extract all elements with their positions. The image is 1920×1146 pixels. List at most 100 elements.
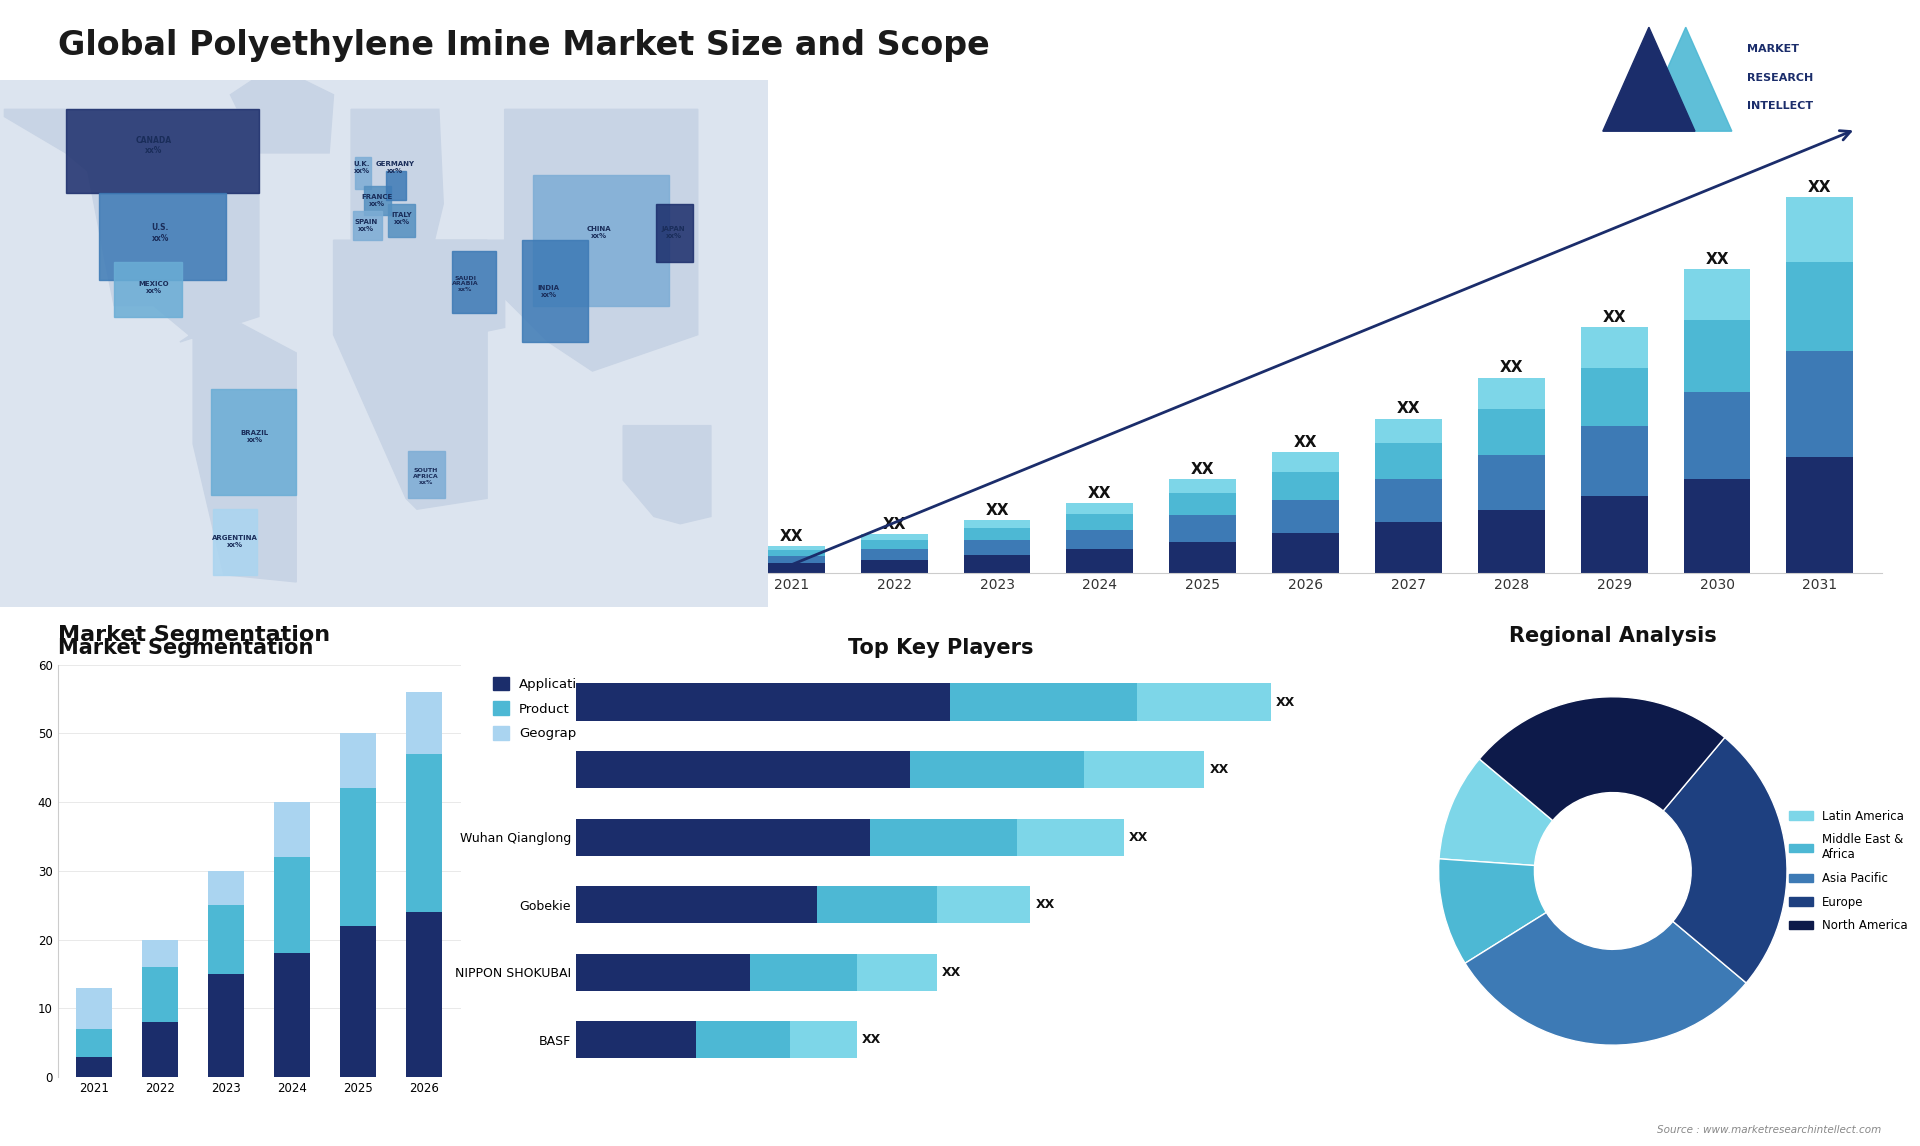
Polygon shape: [434, 241, 505, 335]
Bar: [1786, 351, 1853, 457]
Bar: [1580, 496, 1647, 573]
Text: FRANCE
xx%: FRANCE xx%: [361, 194, 394, 206]
Text: Market Segmentation: Market Segmentation: [58, 625, 330, 644]
Text: ARGENTINA
xx%: ARGENTINA xx%: [211, 535, 257, 549]
Polygon shape: [98, 193, 227, 280]
Bar: [77, 1057, 111, 1077]
Text: MEXICO
xx%: MEXICO xx%: [138, 281, 169, 293]
Bar: [964, 520, 1031, 528]
Wedge shape: [1438, 858, 1546, 964]
Wedge shape: [1663, 738, 1788, 983]
Legend: Latin America, Middle East &
Africa, Asia Pacific, Europe, North America: Latin America, Middle East & Africa, Asi…: [1784, 804, 1912, 937]
Bar: [860, 540, 927, 549]
Text: SAUDI
ARABIA
xx%: SAUDI ARABIA xx%: [451, 275, 478, 292]
Bar: [275, 953, 311, 1077]
Text: SPAIN
xx%: SPAIN xx%: [355, 219, 378, 233]
Polygon shape: [1640, 28, 1732, 131]
Text: JAPAN
xx%: JAPAN xx%: [662, 227, 685, 240]
Bar: [950, 683, 1137, 721]
Bar: [576, 818, 870, 856]
Bar: [856, 953, 937, 991]
Bar: [816, 886, 937, 924]
Polygon shape: [4, 109, 259, 342]
Bar: [207, 974, 244, 1077]
Wedge shape: [1465, 912, 1745, 1045]
Bar: [1478, 378, 1546, 409]
Polygon shape: [409, 452, 445, 499]
Polygon shape: [213, 509, 257, 574]
Text: XX: XX: [1129, 831, 1148, 843]
Text: XX: XX: [1705, 252, 1728, 267]
Bar: [1066, 549, 1133, 573]
Text: INTELLECT: INTELLECT: [1747, 101, 1812, 111]
Bar: [1375, 442, 1442, 479]
Bar: [340, 788, 376, 926]
Bar: [407, 692, 442, 754]
Wedge shape: [1480, 697, 1724, 821]
Text: XX: XX: [1210, 763, 1229, 776]
Polygon shape: [355, 157, 371, 189]
Bar: [964, 528, 1031, 540]
Bar: [1684, 320, 1751, 392]
Bar: [860, 559, 927, 573]
Bar: [697, 1021, 789, 1059]
Text: XX: XX: [1190, 462, 1215, 477]
Bar: [142, 1022, 179, 1077]
Text: Market Segmentation: Market Segmentation: [58, 637, 313, 658]
Text: XX: XX: [862, 1034, 881, 1046]
Polygon shape: [534, 174, 670, 306]
Text: CANADA
xx%: CANADA xx%: [136, 136, 171, 156]
Bar: [1580, 327, 1647, 368]
Bar: [758, 556, 826, 564]
Bar: [1786, 197, 1853, 262]
Text: Source : www.marketresearchintellect.com: Source : www.marketresearchintellect.com: [1657, 1124, 1882, 1135]
Bar: [1169, 494, 1236, 516]
Polygon shape: [505, 109, 697, 371]
Text: XX: XX: [1277, 696, 1296, 708]
Bar: [789, 1021, 856, 1059]
Bar: [1684, 269, 1751, 320]
Bar: [1684, 392, 1751, 479]
Bar: [1273, 472, 1338, 500]
Polygon shape: [334, 241, 488, 509]
Bar: [142, 967, 179, 1022]
Bar: [870, 818, 1018, 856]
Bar: [1273, 453, 1338, 472]
Text: SOUTH
AFRICA
xx%: SOUTH AFRICA xx%: [413, 469, 438, 485]
Polygon shape: [522, 241, 588, 342]
Bar: [77, 988, 111, 1029]
Bar: [275, 857, 311, 953]
Text: XX: XX: [1396, 401, 1421, 416]
Bar: [1786, 262, 1853, 351]
Text: XX: XX: [1603, 309, 1626, 324]
Polygon shape: [351, 109, 444, 241]
Bar: [275, 802, 311, 857]
Bar: [1375, 523, 1442, 573]
Text: ITALY
xx%: ITALY xx%: [392, 212, 413, 225]
Bar: [1478, 409, 1546, 455]
Text: XX: XX: [985, 503, 1008, 518]
Bar: [1375, 418, 1442, 442]
Bar: [1066, 529, 1133, 549]
Polygon shape: [365, 186, 390, 214]
Title: Regional Analysis: Regional Analysis: [1509, 626, 1716, 646]
Bar: [407, 754, 442, 912]
Bar: [910, 751, 1083, 788]
Bar: [860, 534, 927, 540]
Bar: [1786, 457, 1853, 573]
Bar: [964, 540, 1031, 555]
Bar: [1169, 516, 1236, 542]
Polygon shape: [624, 425, 710, 524]
Bar: [758, 564, 826, 573]
Bar: [1137, 683, 1271, 721]
Wedge shape: [1438, 759, 1553, 865]
Text: XX: XX: [943, 966, 962, 979]
Text: XX: XX: [1035, 898, 1054, 911]
Bar: [1273, 500, 1338, 534]
Bar: [340, 926, 376, 1077]
Polygon shape: [65, 109, 259, 193]
Bar: [207, 905, 244, 974]
Text: XX: XX: [1500, 360, 1523, 376]
Text: XX: XX: [1089, 486, 1112, 501]
Bar: [1169, 542, 1236, 573]
